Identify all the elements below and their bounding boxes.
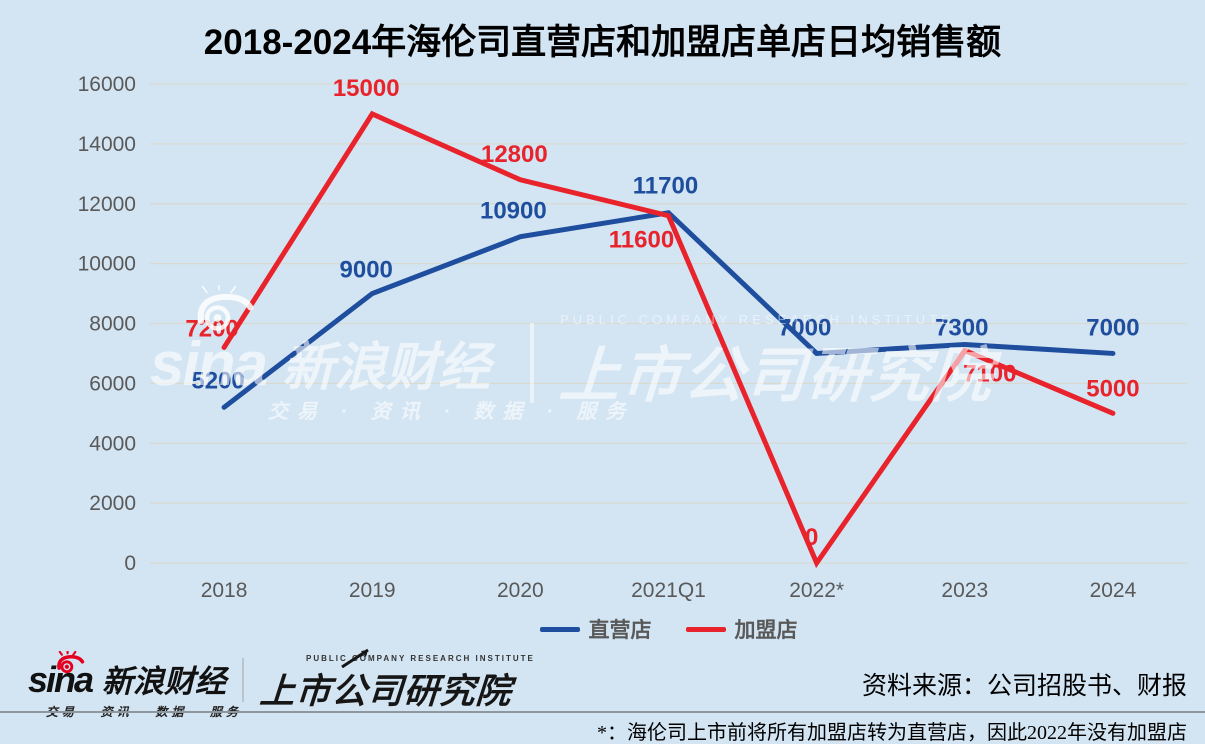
x-tick-label: 2021Q1 xyxy=(631,579,706,602)
data-source-text: 资料来源：公司招股书、财报 xyxy=(861,672,1187,700)
data-label: 7000 xyxy=(778,314,831,341)
y-tick-label: 14000 xyxy=(78,133,136,156)
y-tick-label: 16000 xyxy=(78,73,136,96)
sina-eye-icon xyxy=(57,651,85,674)
data-label: 10900 xyxy=(480,198,547,225)
x-tick-label: 2019 xyxy=(349,579,396,602)
data-label: 5000 xyxy=(1086,375,1139,402)
x-tick-label: 2024 xyxy=(1090,579,1137,602)
y-tick-label: 2000 xyxy=(89,492,136,515)
x-tick-label: 2022* xyxy=(789,579,844,602)
y-tick-label: 4000 xyxy=(89,432,136,455)
data-label: 0 xyxy=(805,524,818,551)
y-tick-label: 12000 xyxy=(78,193,136,216)
institute-cn-text: 上市公司研究院 xyxy=(258,672,514,711)
franchise-store-line xyxy=(221,110,1116,569)
y-tick-label: 0 xyxy=(124,552,136,575)
legend-item-franchise-store: 加盟店 xyxy=(685,614,798,644)
chart-title: 2018-2024年海伦司直营店和加盟店单店日均销售额 xyxy=(203,23,1002,62)
y-tick-label: 10000 xyxy=(78,253,136,276)
sina-brand-text: 新浪财经 xyxy=(102,664,227,699)
legend-label-direct-store: 直营店 xyxy=(588,619,652,642)
y-tick-label: 6000 xyxy=(89,372,136,395)
data-label: 7100 xyxy=(963,360,1016,387)
data-label: 12800 xyxy=(481,141,548,168)
data-label: 11700 xyxy=(633,173,698,200)
institute-logo: PUBLIC COMPANY RESEARCH INSTITUTE 上市公司研究… xyxy=(258,648,535,714)
data-label: 5200 xyxy=(191,367,244,394)
data-label: 7000 xyxy=(1086,314,1139,341)
x-tick-label: 2020 xyxy=(497,579,544,602)
direct-store-line xyxy=(221,210,1116,410)
institute-en-text: PUBLIC COMPANY RESEARCH INSTITUTE xyxy=(306,654,535,663)
footnote-divider xyxy=(0,711,1205,713)
footer-logo-divider xyxy=(242,658,244,702)
x-tick-label: 2018 xyxy=(201,579,248,602)
legend-swatch-blue xyxy=(539,626,580,632)
line-chart: 0 2000 4000 6000 8000 10000 12000 14000 16000 201… xyxy=(78,73,1187,602)
sina-finance-logo: sina 新浪财经 交易 · 资讯 · 数据 · 服务 xyxy=(28,651,242,720)
footer: sina 新浪财经 交易 · 资讯 · 数据 · 服务 PUBLIC COMPA… xyxy=(0,648,1205,719)
x-tick-label: 2023 xyxy=(941,579,988,602)
data-label: 7300 xyxy=(935,314,988,341)
data-label: 9000 xyxy=(340,257,393,284)
data-label: 15000 xyxy=(333,75,400,102)
data-label: 7200 xyxy=(185,315,238,342)
legend-label-franchise-store: 加盟店 xyxy=(734,619,798,642)
y-tick-label: 8000 xyxy=(89,313,136,336)
legend-swatch-red xyxy=(685,626,726,632)
chart-legend: 直营店 加盟店 xyxy=(150,614,1187,644)
data-label: 11600 xyxy=(609,227,674,254)
footnote-text: *：海伦司上市前将所有加盟店转为直营店，因此2022年没有加盟店 xyxy=(597,722,1187,744)
arrow-up-icon xyxy=(341,648,369,668)
legend-item-direct-store: 直营店 xyxy=(539,614,652,644)
